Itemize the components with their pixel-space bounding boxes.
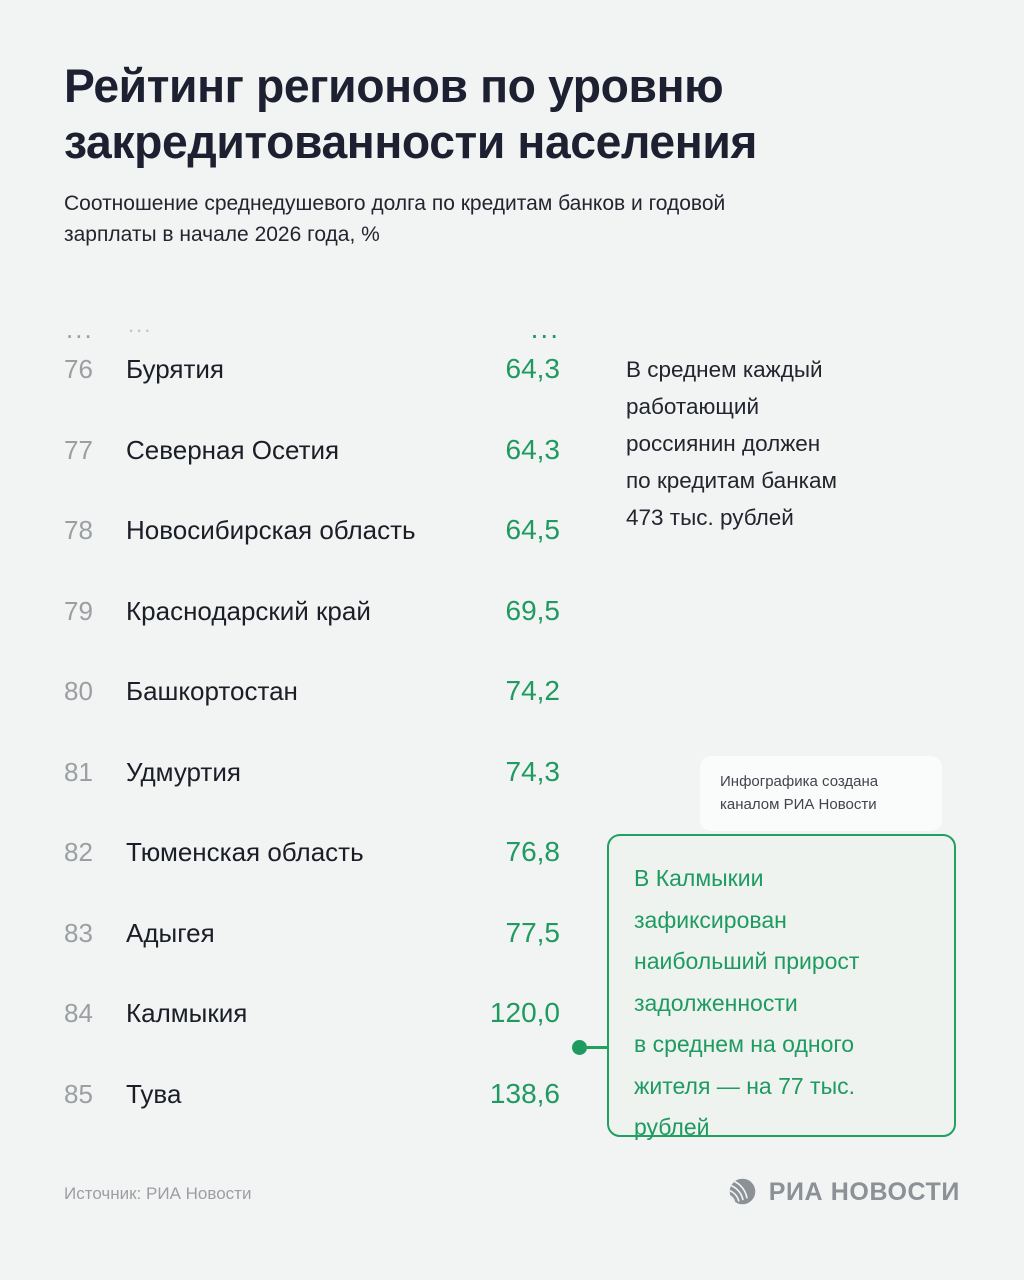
truncation-ellipsis-rank: ... [66,314,94,344]
attribution-card: Инфографика создана каналом РИА Новости [700,756,942,831]
ria-globe-icon [729,1178,755,1205]
row-region: Адыгея [126,917,215,948]
row-rank: 80 [64,676,93,706]
row-rank: 83 [64,917,93,948]
row-value: 64,5 [505,514,561,545]
row-rank: 84 [64,998,93,1028]
row-rank: 76 [64,354,93,384]
kalmykia-callout: В Калмыкии зафиксирован наибольший приро… [607,834,956,1140]
row-region: Бурятия [126,354,224,384]
row-region: Северная Осетия [126,434,340,465]
row-rank: 81 [64,756,93,787]
callout-connector-line [583,1046,610,1049]
table-row: 80 Башкортостан 74,2 [64,674,560,755]
average-debt-note: В среднем каждый работающий россиянин до… [626,357,837,530]
row-rank: 79 [64,595,93,626]
row-region: Краснодарский край [126,595,371,626]
callout-anchor-dot [572,1040,587,1055]
row-rank: 82 [64,837,93,867]
truncation-row: ... ... ... [64,312,560,352]
row-value: 74,2 [505,675,561,706]
page-subtitle: Соотношение среднедушевого долга по кред… [64,192,726,246]
brand-logo: РИА НОВОСТИ [727,1176,960,1207]
row-region: Тува [126,1078,182,1109]
row-rank: 77 [64,434,93,465]
table-row-highlighted: 84 Калмыкия 120,0 [64,996,560,1077]
row-rank: 85 [64,1078,93,1109]
table-row: 82 Тюменская область 76,8 [64,835,560,916]
brand-name: РИА НОВОСТИ [768,1177,960,1206]
page-title: Рейтинг регионов по уровню закредитованн… [64,59,758,168]
row-region: Новосибирская область [126,515,416,545]
row-region: Тюменская область [126,837,364,867]
row-region: Калмыкия [126,998,248,1028]
row-value: 120,0 [489,997,560,1028]
table-row: 81 Удмуртия 74,3 [64,755,560,836]
row-value: 76,8 [505,836,561,867]
table-row: 77 Северная Осетия 64,3 [64,433,560,514]
row-value: 64,3 [505,433,561,465]
table-row: 76 Бурятия 64,3 [64,352,560,433]
row-value: 74,3 [505,755,561,787]
table-row: 83 Адыгея 77,5 [64,916,560,997]
row-value: 64,3 [505,353,561,384]
table-row: 78 Новосибирская область 64,5 [64,513,560,594]
row-region: Удмуртия [126,756,241,787]
header: Рейтинг регионов по уровню закредитованн… [64,58,964,250]
table-row: 79 Краснодарский край 69,5 [64,594,560,675]
row-rank: 78 [64,515,93,545]
truncation-ellipsis-name: ... [128,312,153,337]
truncation-ellipsis-value: ... [530,313,560,344]
table-row: 85 Тува 138,6 [64,1077,560,1158]
source-label: Источник: РИА Новости [64,1184,252,1203]
row-region: Башкортостан [126,676,298,706]
row-value: 77,5 [505,916,561,948]
row-value: 138,6 [489,1077,560,1109]
row-value: 69,5 [505,594,561,626]
ranking-list: ... ... ... 76 Бурятия 64,3 77 Северная … [64,312,560,1157]
